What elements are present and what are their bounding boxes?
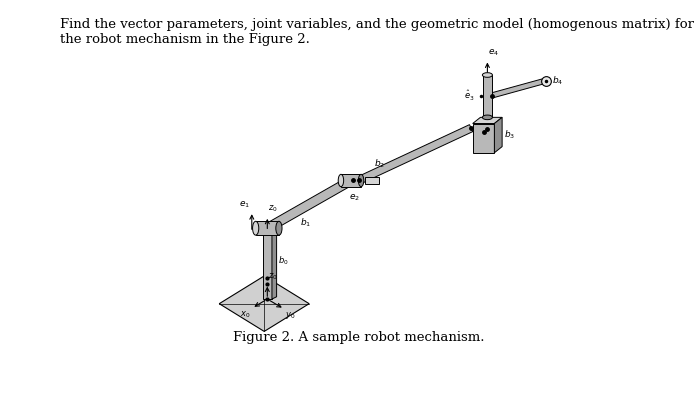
Text: $x_0$: $x_0$ xyxy=(240,310,251,320)
Polygon shape xyxy=(262,230,272,299)
Text: $b_3$: $b_3$ xyxy=(505,128,516,141)
Polygon shape xyxy=(492,79,542,98)
Text: $e_2$: $e_2$ xyxy=(349,192,360,203)
Text: $e_1$: $e_1$ xyxy=(239,199,251,210)
Text: $b_1$: $b_1$ xyxy=(300,217,311,229)
Polygon shape xyxy=(256,221,279,235)
Ellipse shape xyxy=(276,221,282,235)
Polygon shape xyxy=(494,117,502,153)
Text: $b_2$: $b_2$ xyxy=(374,157,386,170)
Text: $\hat{e}_3$: $\hat{e}_3$ xyxy=(464,89,475,103)
Text: $b_4$: $b_4$ xyxy=(552,75,564,87)
Polygon shape xyxy=(341,174,361,187)
Text: Figure 2. A sample robot mechanism.: Figure 2. A sample robot mechanism. xyxy=(233,331,484,344)
Text: Find the vector parameters, joint variables, and the geometric model (homogenous: Find the vector parameters, joint variab… xyxy=(60,18,694,46)
Ellipse shape xyxy=(358,174,364,187)
Text: $z_0$: $z_0$ xyxy=(268,271,278,282)
Polygon shape xyxy=(365,177,379,184)
Polygon shape xyxy=(473,117,502,123)
Polygon shape xyxy=(219,276,309,331)
Polygon shape xyxy=(272,227,276,299)
Polygon shape xyxy=(473,123,494,153)
Polygon shape xyxy=(265,177,354,232)
Polygon shape xyxy=(483,75,492,117)
Polygon shape xyxy=(357,125,472,184)
Ellipse shape xyxy=(482,72,492,77)
Ellipse shape xyxy=(338,174,344,187)
Text: $z_0$: $z_0$ xyxy=(268,204,278,214)
Polygon shape xyxy=(262,227,276,230)
Text: $y_0$: $y_0$ xyxy=(285,310,295,321)
Ellipse shape xyxy=(482,115,492,120)
Text: $b_0$: $b_0$ xyxy=(278,254,289,267)
Text: $e_4$: $e_4$ xyxy=(488,48,499,58)
Ellipse shape xyxy=(253,221,259,235)
